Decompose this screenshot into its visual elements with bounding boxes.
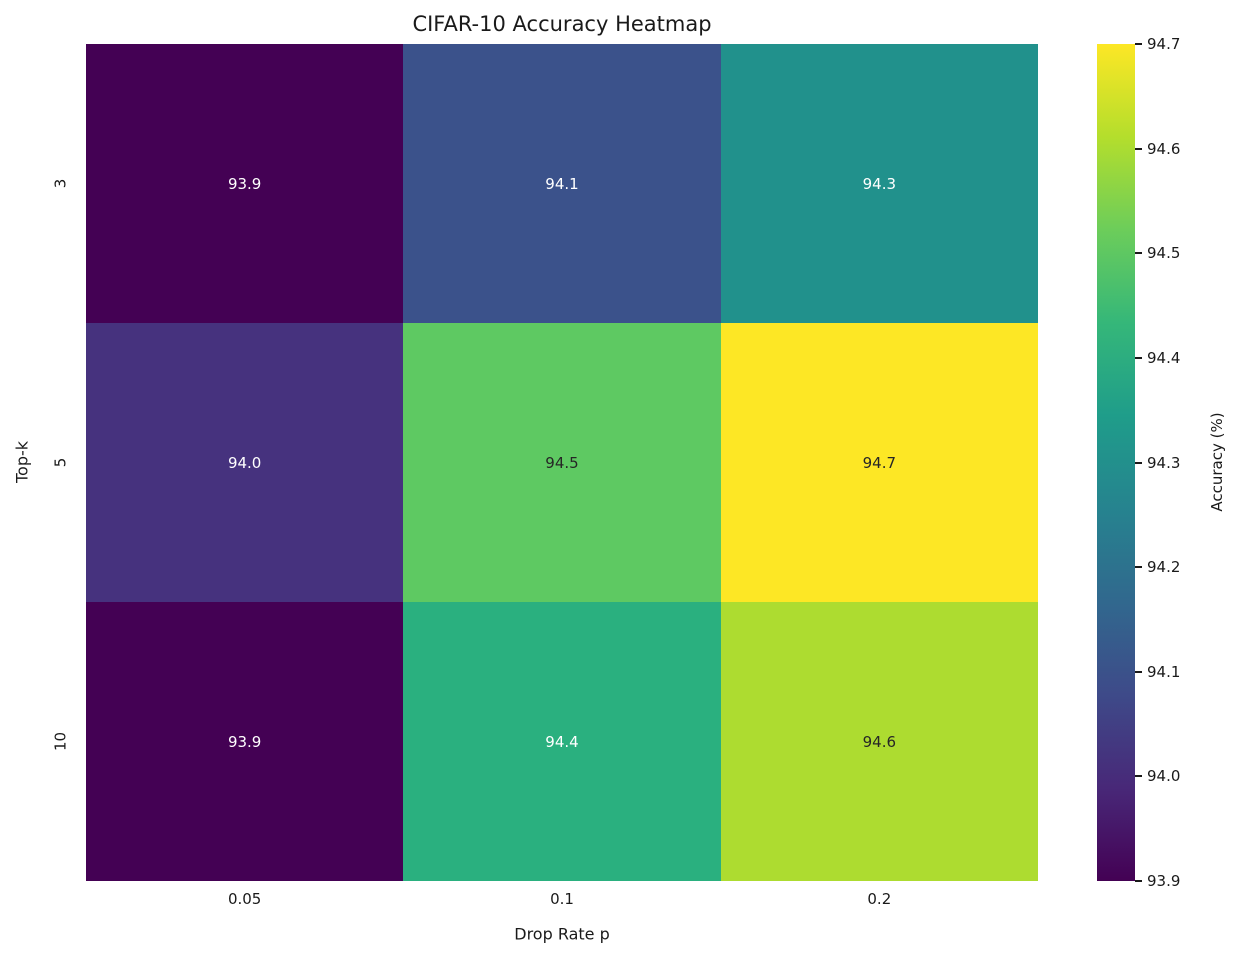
heatmap-cell: 94.0 — [86, 323, 404, 602]
x-axis-label: Drop Rate p — [514, 924, 610, 944]
heatmap-cell: 94.7 — [720, 323, 1038, 602]
colorbar-tick-mark — [1135, 43, 1142, 45]
heatmap-cell: 94.3 — [720, 44, 1038, 323]
colorbar-tick-label: 94.3 — [1147, 453, 1181, 472]
heatmap-cell: 94.4 — [403, 602, 721, 881]
heatmap-grid: 93.9 94.1 94.3 94.0 94.5 94.7 93.9 94.4 94.6 — [86, 44, 1038, 881]
heatmap-cell: 94.1 — [403, 44, 721, 323]
colorbar-tick-label: 94.7 — [1147, 35, 1181, 53]
colorbar-tick-mark — [1135, 775, 1142, 778]
colorbar-tick-label: 94.2 — [1147, 558, 1181, 577]
colorbar-tick-mark — [1135, 252, 1142, 255]
heatmap-cell: 93.9 — [86, 44, 404, 323]
heatmap-cell: 93.9 — [86, 602, 404, 881]
colorbar-tick-mark — [1135, 461, 1142, 464]
colorbar-tick-label: 94.5 — [1147, 244, 1181, 263]
colorbar-tick-label: 94.0 — [1147, 767, 1181, 786]
colorbar-tick-label: 93.9 — [1147, 872, 1181, 890]
colorbar-tick-label: 94.4 — [1147, 348, 1181, 367]
heatmap-cell: 94.5 — [403, 323, 721, 602]
colorbar-tick-label: 94.6 — [1147, 139, 1181, 158]
x-tick-label: 0.05 — [227, 890, 262, 908]
heatmap-cell: 94.6 — [720, 602, 1038, 881]
x-tick-label: 0.2 — [867, 890, 892, 908]
x-tick-labels: 0.05 0.1 0.2 — [86, 890, 1038, 910]
x-tick-label: 0.1 — [550, 890, 574, 908]
chart-title: CIFAR-10 Accuracy Heatmap — [412, 12, 712, 36]
colorbar — [1097, 44, 1135, 881]
colorbar-tick-label: 94.1 — [1147, 662, 1181, 681]
colorbar-tick-mark — [1135, 880, 1142, 882]
colorbar-tick-mark — [1135, 670, 1142, 673]
colorbar-tick-mark — [1135, 147, 1142, 150]
colorbar-label: Accuracy (%) — [1208, 412, 1226, 512]
colorbar-tick-mark — [1135, 566, 1142, 569]
y-tick-labels: 3 5 10 — [46, 44, 74, 881]
colorbar-tick-mark — [1135, 356, 1142, 359]
